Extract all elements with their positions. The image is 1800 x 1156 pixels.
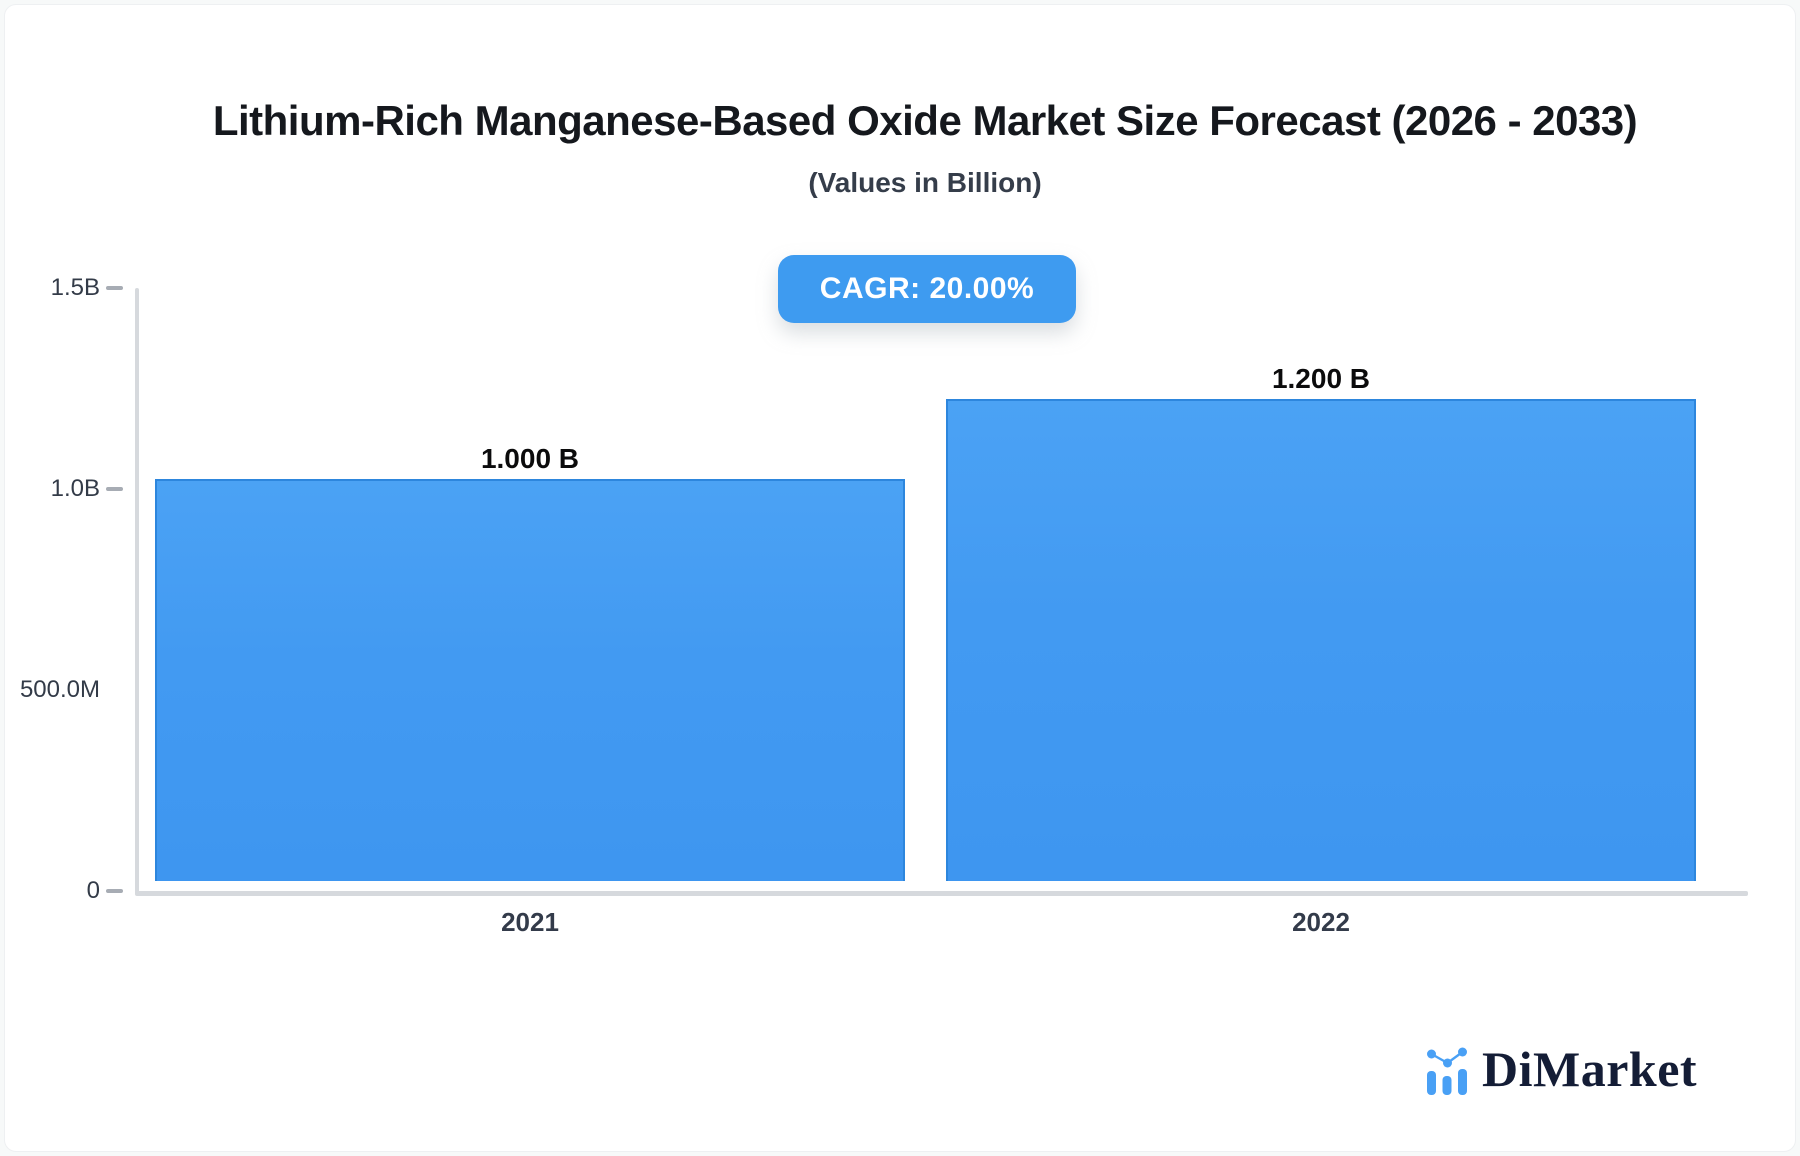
- cagr-badge: CAGR: 20.00%: [778, 255, 1076, 323]
- y-axis-tick-label: 1.5B: [50, 274, 100, 301]
- bar-value-label: 1.200 B: [1271, 363, 1371, 394]
- x-axis-line: [135, 891, 1748, 896]
- x-axis-label-2021: 2021: [501, 907, 559, 937]
- y-axis-tick-label: 0: [86, 877, 100, 904]
- y-axis-tick-mark: [106, 889, 123, 893]
- y-axis-line: [135, 288, 139, 895]
- y-axis-tick-label: 1.0B: [50, 475, 100, 502]
- y-axis-tick-mark: [106, 487, 123, 491]
- bar-fill: [946, 399, 1696, 881]
- chart-card: Lithium-Rich Manganese-Based Oxide Marke…: [4, 4, 1796, 1152]
- dimarket-logo: DiMarket: [1426, 1043, 1697, 1095]
- bar-value-label: 1.000 B: [480, 443, 580, 474]
- logo-text: DiMarket: [1482, 1041, 1698, 1097]
- bar-fill: [155, 479, 905, 881]
- x-axis-label-2022: 2022: [1292, 907, 1350, 937]
- y-axis-tick-label: 500.0M: [19, 676, 100, 703]
- page-title: Lithium-Rich Manganese-Based Oxide Marke…: [212, 97, 1638, 144]
- bar-chart-logo-icon: [1427, 1047, 1467, 1095]
- y-axis-tick-mark: [106, 286, 123, 290]
- page-subtitle: (Values in Billion): [808, 167, 1042, 198]
